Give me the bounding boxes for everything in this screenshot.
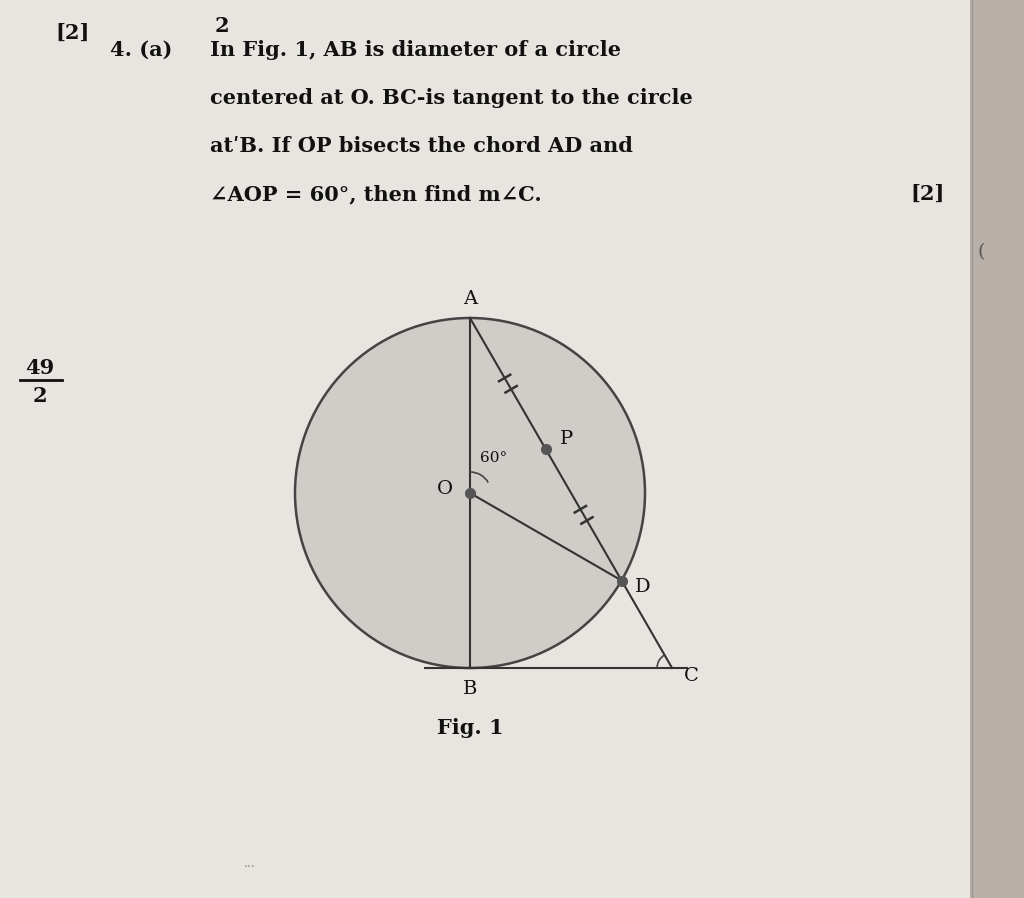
Text: D: D	[635, 577, 650, 595]
Text: [2]: [2]	[55, 23, 89, 43]
Text: In Fig. 1, AB is diameter of a circle: In Fig. 1, AB is diameter of a circle	[210, 40, 621, 60]
Circle shape	[295, 318, 645, 668]
Text: 4. (a): 4. (a)	[110, 40, 172, 60]
Text: (: (	[978, 243, 986, 261]
Text: O: O	[437, 480, 453, 498]
Text: A: A	[463, 290, 477, 308]
Text: 49: 49	[26, 358, 54, 378]
Text: centered at O. BC‑is tangent to the circle: centered at O. BC‑is tangent to the circ…	[210, 88, 693, 108]
Text: [2]: [2]	[910, 184, 944, 204]
Text: ...: ...	[244, 857, 256, 870]
Text: P: P	[560, 430, 573, 448]
Text: atʹB. If ȮP bisects the chord AD and: atʹB. If ȮP bisects the chord AD and	[210, 136, 633, 156]
Text: 2: 2	[33, 386, 47, 406]
Text: Fig. 1: Fig. 1	[436, 718, 504, 738]
Text: C: C	[684, 667, 699, 685]
Bar	[970, 0, 1024, 898]
Text: 60°: 60°	[480, 451, 507, 465]
Text: B: B	[463, 680, 477, 698]
Text: ∠AOP = 60°, then find m∠C.: ∠AOP = 60°, then find m∠C.	[210, 184, 542, 204]
Text: 2: 2	[215, 16, 229, 36]
